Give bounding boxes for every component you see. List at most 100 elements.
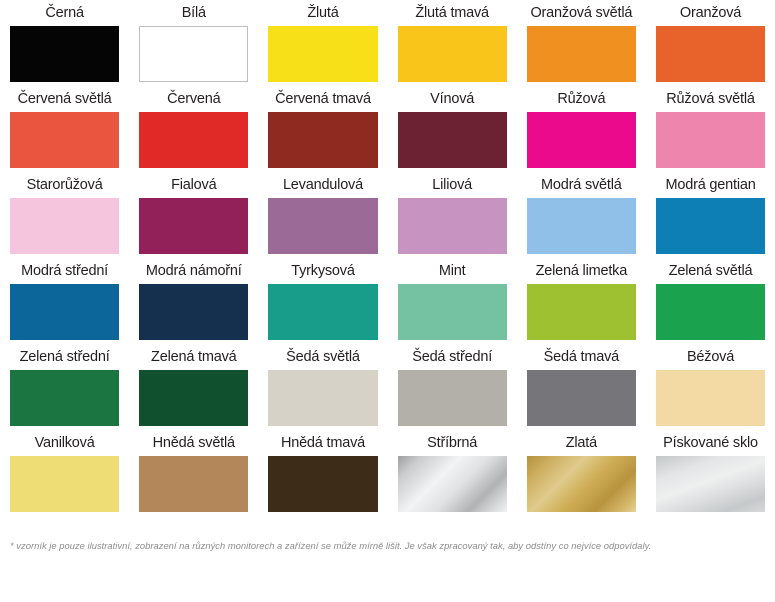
swatch-label: Zelená tmavá xyxy=(151,349,237,365)
swatch-cell[interactable]: Liliová xyxy=(388,172,517,258)
swatch-label: Hnědá tmavá xyxy=(280,435,365,451)
swatch-color-chip[interactable] xyxy=(10,370,120,426)
swatch-cell[interactable]: Modrá světlá xyxy=(517,172,646,258)
swatch-cell[interactable]: Modrá námořní xyxy=(129,258,258,344)
swatch-color-chip[interactable] xyxy=(10,112,120,168)
swatch-label: Fialová xyxy=(171,177,217,193)
swatch-cell[interactable]: Vínová xyxy=(388,86,517,172)
swatch-color-chip[interactable] xyxy=(139,26,249,82)
swatch-label: Modrá střední xyxy=(21,263,109,279)
swatch-label: Černá xyxy=(45,5,84,21)
swatch-color-chip[interactable] xyxy=(268,198,378,254)
swatch-color-chip[interactable] xyxy=(397,284,507,340)
swatch-label: Oranžová světlá xyxy=(530,5,633,21)
swatch-label: Béžová xyxy=(686,349,735,365)
swatch-color-chip[interactable] xyxy=(10,456,120,512)
swatch-color-chip[interactable] xyxy=(655,284,766,340)
swatch-cell[interactable]: Zelená limetka xyxy=(517,258,646,344)
swatch-cell[interactable]: Vanilková xyxy=(0,430,129,516)
swatch-cell[interactable]: Starorůžová xyxy=(0,172,129,258)
swatch-label: Žlutá tmavá xyxy=(415,5,489,21)
swatch-cell[interactable]: Černá xyxy=(0,0,129,86)
swatch-cell[interactable]: Žlutá xyxy=(258,0,387,86)
footnote-disclaimer: * vzorník je pouze ilustrativní, zobraze… xyxy=(10,540,652,551)
swatch-color-chip[interactable] xyxy=(526,456,636,512)
swatch-label: Červená xyxy=(167,91,221,107)
swatch-label: Červená světlá xyxy=(17,91,112,107)
swatch-label: Červená tmavá xyxy=(275,91,371,107)
swatch-color-chip[interactable] xyxy=(139,198,249,254)
swatch-cell[interactable]: Růžová xyxy=(517,86,646,172)
swatch-color-chip[interactable] xyxy=(268,26,378,82)
swatch-label: Růžová xyxy=(557,91,606,107)
swatch-color-chip[interactable] xyxy=(526,26,636,82)
swatch-color-chip[interactable] xyxy=(526,198,636,254)
swatch-color-chip[interactable] xyxy=(655,198,766,254)
swatch-cell[interactable]: Modrá střední xyxy=(0,258,129,344)
swatch-cell[interactable]: Zelená střední xyxy=(0,344,129,430)
swatch-color-chip[interactable] xyxy=(526,284,636,340)
swatch-color-chip[interactable] xyxy=(397,26,507,82)
swatch-cell[interactable]: Červená xyxy=(129,86,258,172)
swatch-label: Zelená limetka xyxy=(535,263,628,279)
swatch-label: Modrá gentian xyxy=(665,177,756,193)
swatch-color-chip[interactable] xyxy=(397,198,507,254)
swatch-color-chip[interactable] xyxy=(10,284,120,340)
swatch-label: Stříbrná xyxy=(427,435,478,451)
swatch-cell[interactable]: Hnědá světlá xyxy=(129,430,258,516)
swatch-cell[interactable]: Oranžová xyxy=(646,0,775,86)
swatch-label: Modrá námořní xyxy=(145,263,242,279)
swatch-cell[interactable]: Fialová xyxy=(129,172,258,258)
swatch-color-chip[interactable] xyxy=(10,26,120,82)
swatch-cell[interactable]: Modrá gentian xyxy=(646,172,775,258)
swatch-cell[interactable]: Růžová světlá xyxy=(646,86,775,172)
color-swatch-board: Černá Bílá Žlutá Žlutá tmavá Oranžová světlá… xyxy=(10,5,766,551)
swatch-cell[interactable]: Mint xyxy=(388,258,517,344)
swatch-cell[interactable]: Zelená tmavá xyxy=(129,344,258,430)
swatch-color-chip[interactable] xyxy=(397,112,507,168)
swatch-cell[interactable]: Béžová xyxy=(646,344,775,430)
swatch-color-chip[interactable] xyxy=(397,370,507,426)
swatch-cell[interactable]: Zelená světlá xyxy=(646,258,775,344)
swatch-label: Pískované sklo xyxy=(663,435,758,451)
swatch-color-chip[interactable] xyxy=(10,198,120,254)
swatch-color-chip[interactable] xyxy=(268,456,378,512)
swatch-label: Zelená světlá xyxy=(668,263,753,279)
swatch-cell[interactable]: Žlutá tmavá xyxy=(388,0,517,86)
swatch-label: Oranžová xyxy=(679,5,742,21)
swatch-label: Vínová xyxy=(430,91,475,107)
swatch-label: Bílá xyxy=(181,5,206,21)
swatch-label: Modrá světlá xyxy=(541,177,622,193)
swatch-color-chip[interactable] xyxy=(655,370,766,426)
swatch-color-chip[interactable] xyxy=(268,284,378,340)
swatch-cell[interactable]: Tyrkysová xyxy=(258,258,387,344)
swatch-cell[interactable]: Hnědá tmavá xyxy=(258,430,387,516)
swatch-cell[interactable]: Šedá tmavá xyxy=(517,344,646,430)
swatch-color-chip[interactable] xyxy=(139,112,249,168)
swatch-cell[interactable]: Červená tmavá xyxy=(258,86,387,172)
swatch-cell[interactable]: Oranžová světlá xyxy=(517,0,646,86)
swatch-label: Starorůžová xyxy=(26,177,103,193)
swatch-color-chip[interactable] xyxy=(139,370,249,426)
swatch-cell[interactable]: Pískované sklo xyxy=(646,430,775,516)
swatch-label: Tyrkysová xyxy=(291,263,355,279)
swatch-color-chip[interactable] xyxy=(139,284,249,340)
swatch-color-chip[interactable] xyxy=(655,456,766,512)
swatch-cell[interactable]: Červená světlá xyxy=(0,86,129,172)
swatch-cell[interactable]: Zlatá xyxy=(517,430,646,516)
swatch-color-chip[interactable] xyxy=(655,112,766,168)
swatch-color-chip[interactable] xyxy=(397,456,507,512)
swatch-color-chip[interactable] xyxy=(268,370,378,426)
swatch-color-chip[interactable] xyxy=(526,112,636,168)
swatch-cell[interactable]: Levandulová xyxy=(258,172,387,258)
swatch-label: Růžová světlá xyxy=(666,91,755,107)
swatch-color-chip[interactable] xyxy=(268,112,378,168)
swatch-cell[interactable]: Stříbrná xyxy=(388,430,517,516)
swatch-cell[interactable]: Šedá světlá xyxy=(258,344,387,430)
swatch-color-chip[interactable] xyxy=(655,26,766,82)
swatch-color-chip[interactable] xyxy=(526,370,636,426)
swatch-color-chip[interactable] xyxy=(139,456,249,512)
swatch-cell[interactable]: Bílá xyxy=(129,0,258,86)
swatch-cell[interactable]: Šedá střední xyxy=(388,344,517,430)
